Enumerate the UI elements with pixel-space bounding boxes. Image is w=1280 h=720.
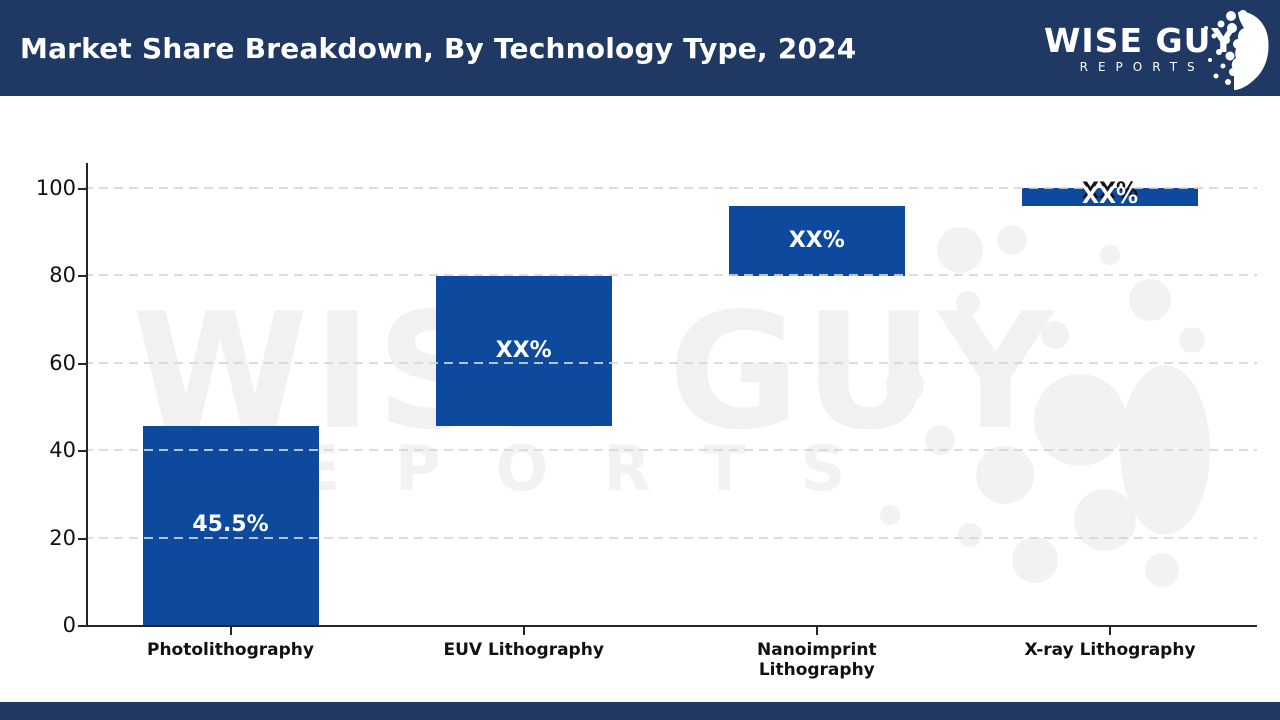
x-category-label-0: Photolithography [147,640,314,660]
x-tick [815,627,818,635]
x-category-label-2: Nanoimprint Lithography [756,640,877,680]
gridline [84,274,1257,276]
bar-value-label-0: 45.5% [192,512,269,538]
gridline [84,536,1257,539]
logo-wordmark: WISE GUY REPORTS [1044,21,1237,75]
wiseguy-logo: WISE GUY REPORTS [1016,6,1269,92]
footer-bar [0,702,1280,720]
bar-value-label-1: XX% [495,337,552,363]
y-tick [78,187,86,190]
gridline [84,449,1257,451]
y-tick-label: 0 [62,613,76,637]
y-tick-label: 40 [49,438,76,462]
y-tick [78,625,86,627]
y-axis-spine [86,163,88,627]
y-tick [78,275,86,277]
x-category-label-1: EUV Lithography [443,640,604,660]
header-bar: Market Share Breakdown, By Technology Ty… [0,0,1280,96]
page-title: Market Share Breakdown, By Technology Ty… [20,31,857,65]
y-tick-label: 20 [49,525,76,550]
y-tick [78,362,86,365]
y-tick [78,537,86,540]
dots-face-watermark-icon [850,215,1210,599]
x-tick [229,627,232,635]
waterfall-bar-0 [142,425,319,625]
y-tick [78,450,86,452]
x-tick [522,627,525,635]
y-tick-label: 100 [35,175,76,200]
logo-wiseguy-text: WISE GUY [1044,21,1237,60]
waterfall-bar-3 [1022,187,1198,206]
wiseguy-face-icon [1186,8,1272,96]
y-tick-label: 80 [49,263,76,287]
bar-value-label-2: XX% [788,227,845,253]
x-category-label-3: X-ray Lithography [1024,640,1196,660]
y-tick-label: 60 [49,350,76,375]
x-tick [1109,627,1111,635]
x-axis-line [84,625,1257,627]
waterfall-bar-2 [728,205,905,276]
gridline [84,361,1257,364]
logo-reports-text: REPORTS [1079,60,1205,74]
waterfall-bar-1 [435,275,612,426]
gridline [84,186,1257,189]
bar-value-label-3: XX% [1082,183,1138,209]
